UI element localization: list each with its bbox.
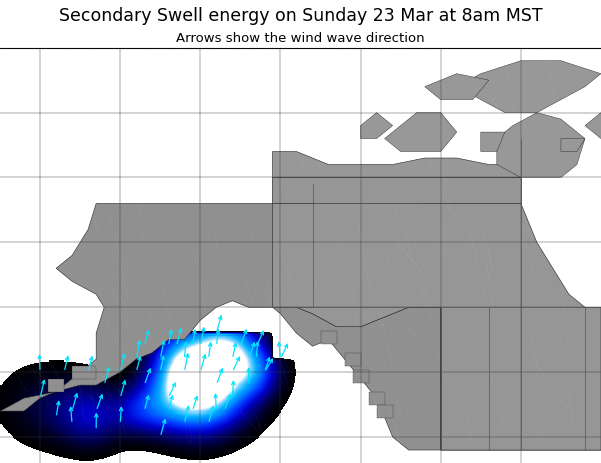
Polygon shape [385,113,457,152]
Text: Secondary Swell energy on Sunday 23 Mar at 8am MST: Secondary Swell energy on Sunday 23 Mar … [59,6,542,25]
Polygon shape [320,331,337,344]
Polygon shape [272,178,521,204]
Text: Arrows show the wind wave direction: Arrows show the wind wave direction [176,31,425,44]
Polygon shape [497,113,585,178]
Polygon shape [272,307,441,450]
Polygon shape [457,62,601,113]
Polygon shape [377,405,392,418]
Polygon shape [353,370,368,383]
Polygon shape [72,366,96,379]
Polygon shape [561,139,585,152]
Polygon shape [272,191,601,450]
Polygon shape [0,204,272,411]
Polygon shape [272,152,521,178]
Polygon shape [368,392,385,405]
Polygon shape [48,379,64,392]
Polygon shape [585,113,601,139]
Polygon shape [481,133,505,152]
Polygon shape [425,75,489,100]
Polygon shape [344,353,361,366]
Polygon shape [361,113,392,139]
